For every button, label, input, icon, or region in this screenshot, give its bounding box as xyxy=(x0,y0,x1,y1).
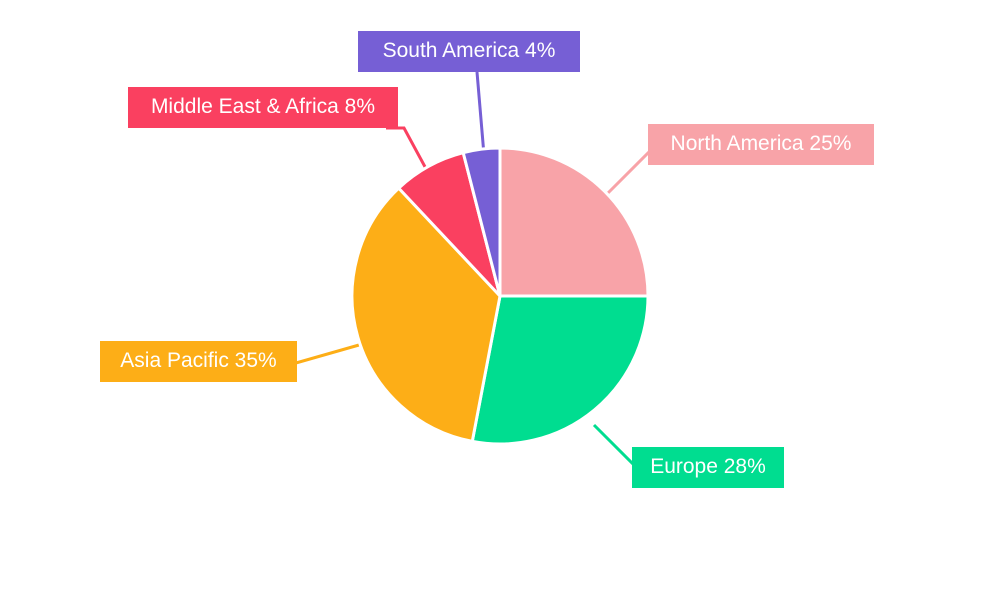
pie-label-middle-east-africa[interactable]: Middle East & Africa 8% xyxy=(128,87,398,128)
pie-slice-south-america[interactable] xyxy=(461,146,502,298)
pie-label-text: North America 25% xyxy=(670,132,852,155)
pie-label-asia-pacific[interactable]: Asia Pacific 35% xyxy=(100,341,297,382)
pie-slice-asia-pacific[interactable] xyxy=(350,186,502,443)
pie-label-north-america[interactable]: North America 25% xyxy=(648,124,874,165)
pie-label-europe[interactable]: Europe 28% xyxy=(632,447,784,488)
pie-slices-group xyxy=(350,146,650,446)
pie-label-text: South America 4% xyxy=(382,39,556,62)
pie-slice-europe[interactable] xyxy=(470,294,650,446)
pie-label-text: Middle East & Africa 8% xyxy=(150,95,376,118)
pie-label-text: Asia Pacific 35% xyxy=(120,349,277,372)
pie-label-south-america[interactable]: South America 4% xyxy=(358,31,580,72)
leader-line-south-america xyxy=(475,71,486,156)
pie-slice-north-america[interactable] xyxy=(498,146,650,298)
pie-label-text: Europe 28% xyxy=(650,455,766,478)
